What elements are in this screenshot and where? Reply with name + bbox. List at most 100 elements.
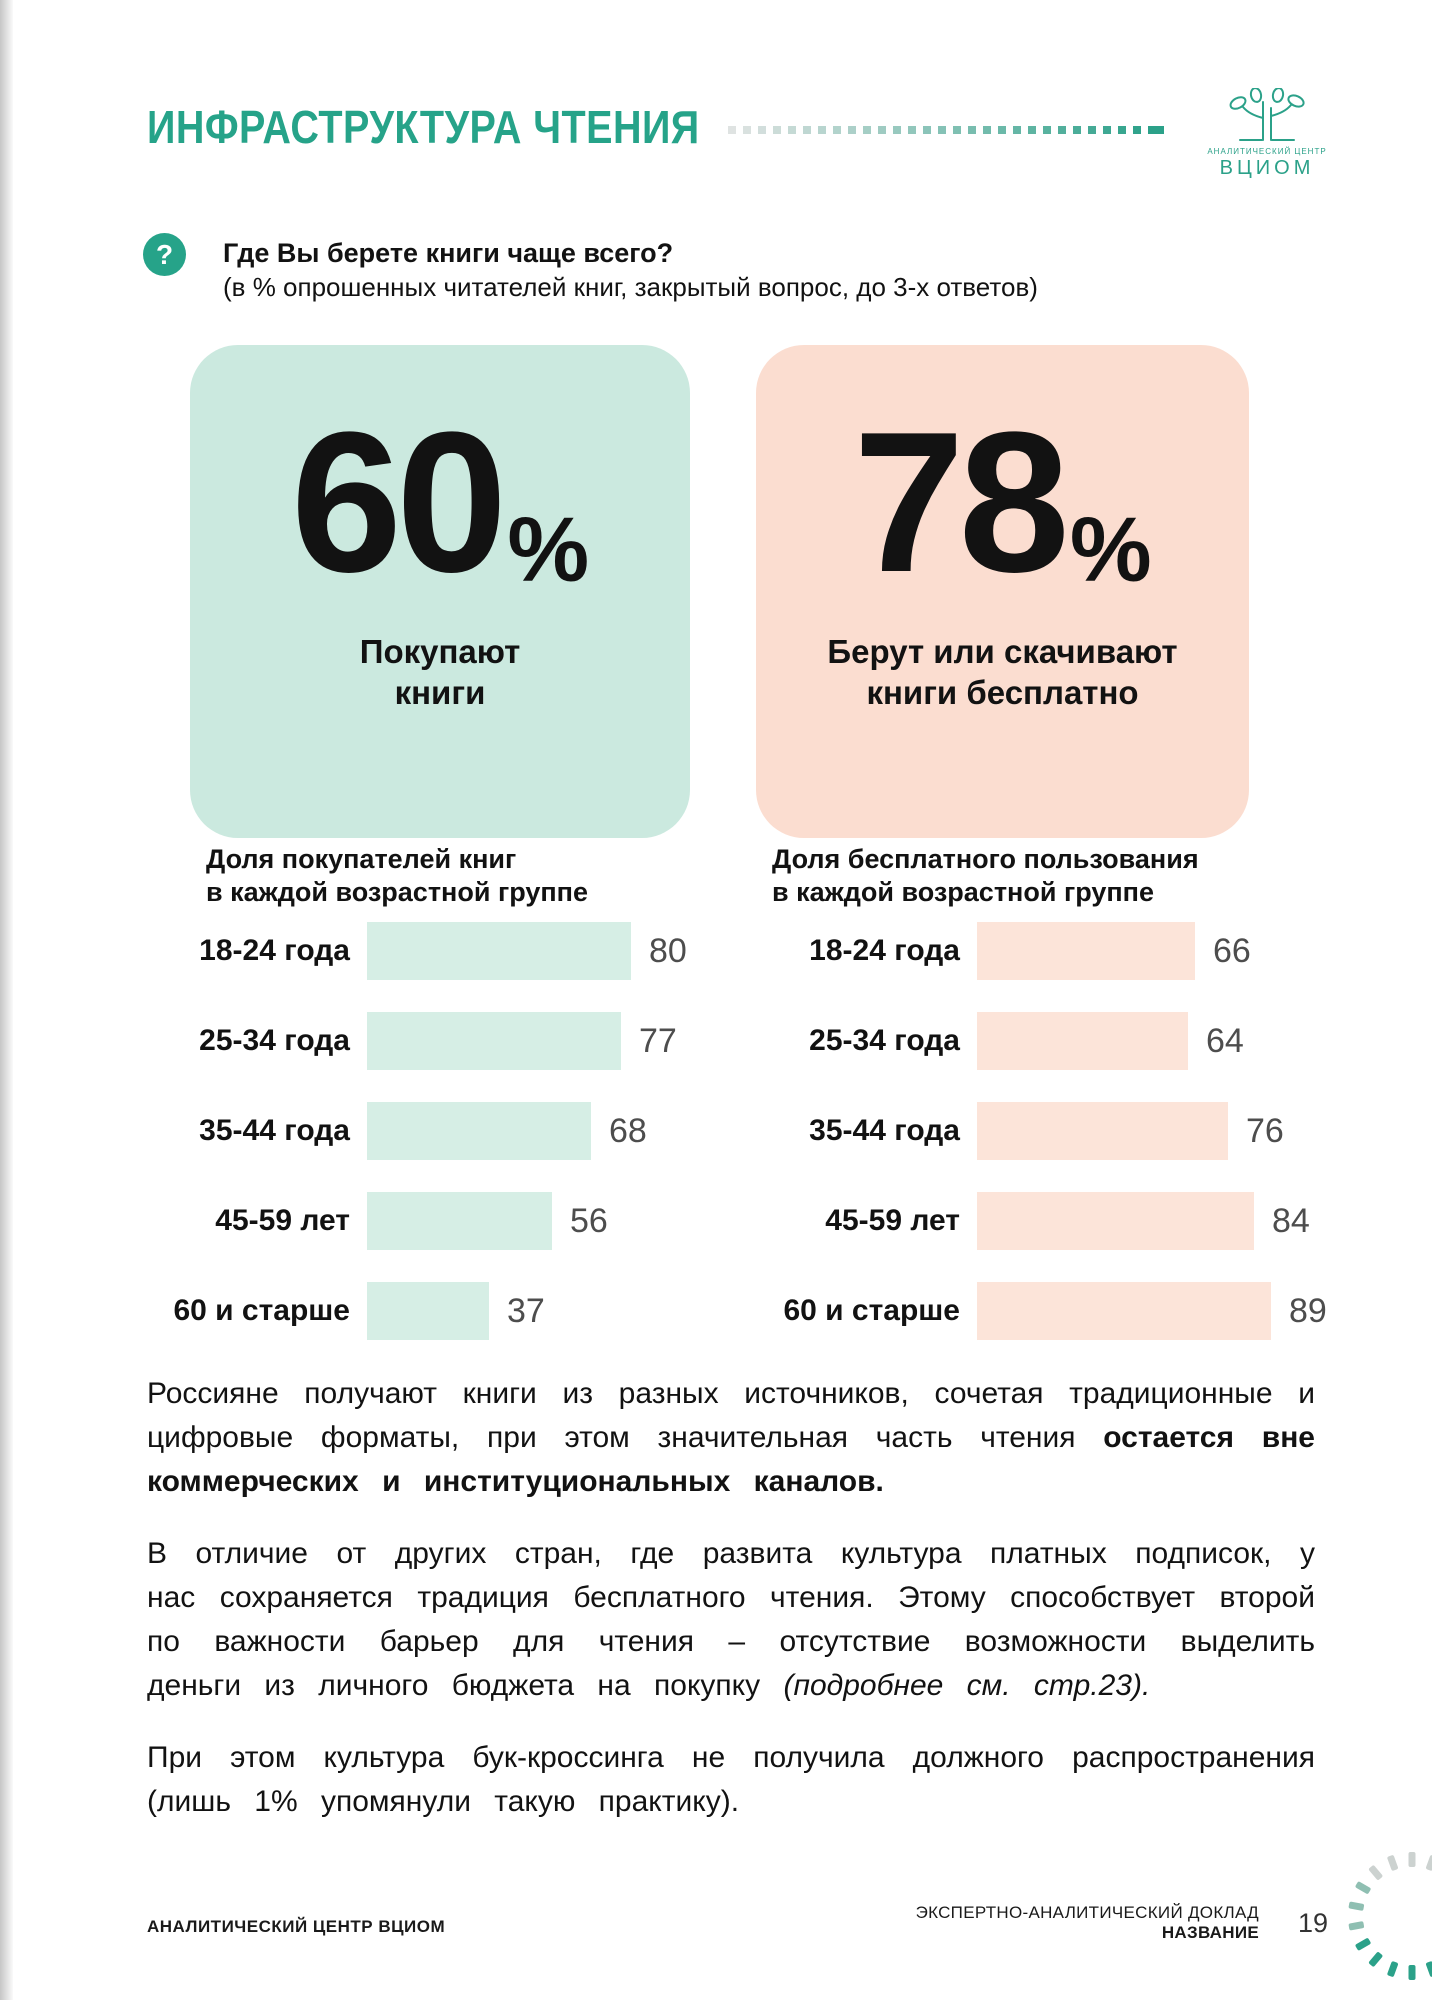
chart-bar bbox=[977, 922, 1195, 980]
chart-title-line: Доля покупателей книг bbox=[206, 844, 517, 874]
chart-value: 80 bbox=[649, 931, 687, 970]
body-text: Россияне получают книги из разных источн… bbox=[147, 1372, 1315, 1852]
circle-dash bbox=[1387, 1855, 1398, 1871]
divider-dot bbox=[968, 125, 976, 134]
paragraph-text: В отличие от других стран, где развита к… bbox=[147, 1537, 1315, 1702]
chart-row: 60 и старше 37 bbox=[130, 1282, 687, 1340]
circle-dash bbox=[1387, 1961, 1398, 1977]
stat-label: Берут или скачивают книги бесплатно bbox=[756, 631, 1249, 713]
divider-dot bbox=[818, 125, 826, 134]
chart-title-buyers: Доля покупателей книг в каждой возрастно… bbox=[206, 843, 588, 909]
chart-value: 68 bbox=[609, 1111, 647, 1150]
percent-sign: % bbox=[1069, 499, 1152, 601]
chart-value: 89 bbox=[1289, 1291, 1327, 1330]
divider-dot bbox=[728, 125, 736, 134]
divider-dot bbox=[1118, 125, 1126, 134]
footer-report-name: НАЗВАНИЕ bbox=[1161, 1923, 1259, 1942]
chart-row: 25-34 года 64 bbox=[740, 1012, 1327, 1070]
chart-bar bbox=[977, 1192, 1254, 1250]
divider-dot bbox=[863, 125, 871, 134]
chart-bar bbox=[367, 1012, 621, 1070]
stat-card-buy-books: 60 % Покупают книги bbox=[190, 345, 690, 838]
chart-bar bbox=[977, 1282, 1271, 1340]
chart-title-free: Доля бесплатного пользования в каждой во… bbox=[772, 843, 1199, 909]
dotted-divider bbox=[728, 125, 1164, 134]
chart-bar bbox=[367, 1192, 552, 1250]
divider-dot bbox=[773, 125, 781, 134]
chart-row: 60 и старше 89 bbox=[740, 1282, 1327, 1340]
divider-dot bbox=[1073, 125, 1081, 134]
chart-value: 77 bbox=[639, 1021, 677, 1060]
divider-dot bbox=[1103, 125, 1111, 134]
divider-dot bbox=[1013, 125, 1021, 134]
percent-sign: % bbox=[507, 499, 590, 601]
chart-value: 64 bbox=[1206, 1021, 1244, 1060]
divider-dot bbox=[788, 125, 796, 134]
age-bar-chart-buyers: 18-24 года 80 25-34 года 77 35-44 года 68 45-5… bbox=[130, 922, 687, 1372]
logo-caption: АНАЛИТИЧЕСКИЙ ЦЕНТР bbox=[1207, 147, 1326, 156]
dashed-circle-decoration bbox=[1348, 1852, 1432, 1980]
circle-dash bbox=[1355, 1881, 1371, 1894]
circle-dash bbox=[1408, 1852, 1416, 1867]
chart-category-label: 18-24 года bbox=[809, 934, 960, 967]
chart-row: 25-34 года 77 bbox=[130, 1012, 687, 1070]
chart-category-label: 45-59 лет bbox=[215, 1204, 350, 1237]
circle-dash bbox=[1348, 1921, 1365, 1931]
divider-dot bbox=[998, 125, 1006, 134]
chart-row: 18-24 года 66 bbox=[740, 922, 1327, 980]
chart-bar bbox=[367, 1282, 489, 1340]
chart-row: 35-44 года 76 bbox=[740, 1102, 1327, 1160]
chart-category-label: 45-59 лет bbox=[825, 1204, 960, 1237]
chart-bar bbox=[367, 922, 631, 980]
page-number: 19 bbox=[1298, 1908, 1329, 1938]
stat-value-row: 60 % bbox=[190, 403, 690, 603]
chart-category-label: 25-34 года bbox=[809, 1024, 960, 1057]
question-title: Где Вы берете книги чаще всего? bbox=[223, 238, 674, 268]
logo-brand: ВЦИОМ bbox=[1220, 157, 1315, 179]
chart-title-line: в каждой возрастной группе bbox=[206, 877, 588, 907]
paragraph-text-bold: остается вне коммерческих и институциона… bbox=[147, 1421, 1315, 1498]
divider-dot bbox=[878, 125, 886, 134]
divider-dot bbox=[803, 125, 811, 134]
divider-dot bbox=[908, 125, 916, 134]
divider-dot bbox=[938, 125, 946, 134]
page-edge-shadow bbox=[0, 0, 13, 2000]
chart-category-label: 18-24 года bbox=[199, 934, 350, 967]
chart-category-label: 60 и старше bbox=[173, 1294, 350, 1327]
chart-category-label: 60 и старше bbox=[783, 1294, 960, 1327]
footer-left: АНАЛИТИЧЕСКИЙ ЦЕНТР ВЦИОМ bbox=[147, 1917, 446, 1936]
circle-dash bbox=[1426, 1855, 1432, 1871]
circle-dash bbox=[1368, 1952, 1383, 1967]
tree-icon: АНАЛИТИЧЕСКИЙ ЦЕНТР ВЦИОМ bbox=[1207, 87, 1326, 179]
divider-dot bbox=[1088, 125, 1096, 134]
chart-value: 84 bbox=[1272, 1201, 1310, 1240]
stat-card-free-books: 78 % Берут или скачивают книги бесплатно bbox=[756, 345, 1249, 838]
stat-value-row: 78 % bbox=[756, 403, 1249, 603]
divider-dot bbox=[923, 125, 931, 134]
stat-label-line: Покупают bbox=[359, 633, 521, 670]
paragraph-text: Россияне получают книги из разных источн… bbox=[147, 1377, 1315, 1454]
divider-dot bbox=[1133, 125, 1141, 134]
divider-dot bbox=[848, 125, 856, 134]
divider-dot bbox=[758, 125, 766, 134]
divider-dot bbox=[953, 125, 961, 134]
page-title: ИНФРАСТРУКТУРА ЧТЕНИЯ bbox=[147, 101, 700, 153]
chart-value: 37 bbox=[507, 1291, 545, 1330]
chart-category-label: 25-34 года bbox=[199, 1024, 350, 1057]
age-bar-chart-free: 18-24 года 66 25-34 года 64 35-44 года 76 45-5… bbox=[740, 922, 1327, 1372]
divider-dot bbox=[1028, 125, 1036, 134]
divider-dot bbox=[893, 125, 901, 134]
circle-dash bbox=[1426, 1961, 1432, 1977]
divider-dot bbox=[983, 125, 991, 134]
divider-dot bbox=[1043, 125, 1051, 134]
chart-row: 45-59 лет 56 bbox=[130, 1192, 687, 1250]
circle-dash bbox=[1355, 1938, 1371, 1951]
paragraph-text-italic: (подробнее см. стр.23). bbox=[783, 1669, 1151, 1702]
chart-bar bbox=[977, 1102, 1228, 1160]
stat-value: 60 bbox=[290, 391, 507, 614]
stat-value: 78 bbox=[853, 391, 1069, 614]
divider-dot bbox=[1058, 125, 1066, 134]
chart-bar bbox=[977, 1012, 1188, 1070]
stat-label-line: книги bbox=[394, 674, 486, 711]
chart-value: 76 bbox=[1246, 1111, 1284, 1150]
